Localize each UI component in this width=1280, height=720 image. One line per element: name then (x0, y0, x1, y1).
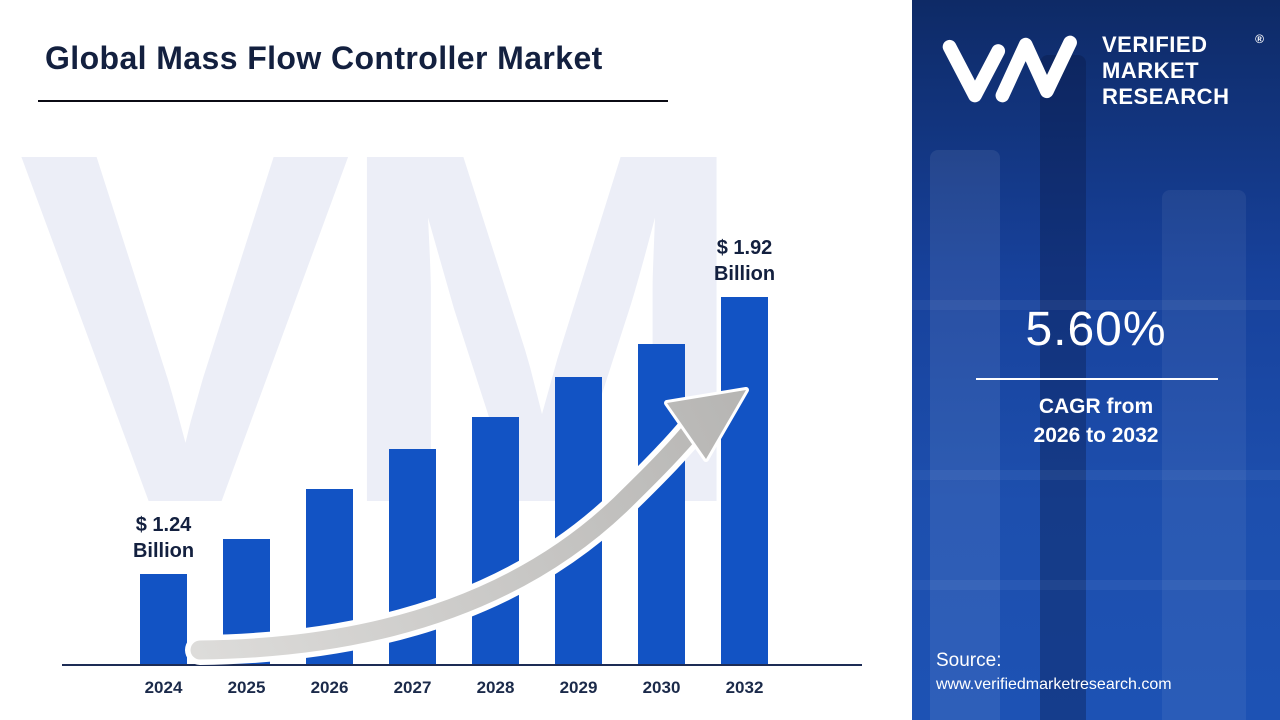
info-panel: VERIFIED MARKET RESEARCH ® 5.60% CAGR fr… (912, 0, 1280, 720)
industrial-pipe-graphic (912, 580, 1280, 590)
bar-2025 (223, 539, 270, 664)
bar-2026 (306, 489, 353, 664)
registered-trademark-symbol: ® (1255, 32, 1264, 46)
bar-column-2024: $ 1.24 Billion 2024 (133, 512, 194, 697)
bar-chart: $ 1.24 Billion 2024 2025 2026 2027 2028 2029 203… (133, 235, 775, 697)
page-title: Global Mass Flow Controller Market (45, 40, 603, 76)
bar-2028 (472, 417, 519, 664)
vmr-monogram-icon (942, 35, 1077, 103)
x-tick-label-2026: 2026 (310, 678, 349, 697)
x-tick-label-2029: 2029 (559, 678, 598, 697)
bar-2024 (140, 574, 187, 664)
bar-2030 (638, 344, 685, 664)
source-url[interactable]: www.verifiedmarketresearch.com (936, 676, 1172, 693)
bar-column-2025: 2025 (223, 539, 270, 697)
bar-column-2027: 2027 (389, 449, 436, 697)
x-tick-label-2025: 2025 (227, 678, 266, 697)
vmr-logo-text: VERIFIED MARKET RESEARCH (1102, 32, 1229, 110)
x-tick-label-2032: 2032 (725, 678, 764, 697)
x-tick-label-2028: 2028 (476, 678, 515, 697)
cagr-value: 5.60% (1025, 303, 1167, 356)
x-tick-label-2024: 2024 (144, 678, 183, 697)
cagr-caption-line-2: 2026 to 2032 (1033, 424, 1159, 448)
bar-value-label-2032: $ 1.92 Billion (713, 237, 776, 285)
bar-column-2026: 2026 (306, 489, 353, 697)
bar-column-2028: 2028 (472, 417, 519, 697)
bar-column-2029: 2029 (555, 377, 602, 697)
logo-line-3: RESEARCH (1102, 83, 1230, 109)
source-block: Source: www.verifiedmarketresearch.com (936, 650, 1172, 694)
industrial-pipe-graphic (912, 300, 1280, 310)
cagr-caption: CAGR from 2026 to 2032 (912, 392, 1280, 451)
cagr-divider (976, 378, 1218, 380)
industrial-pipe-graphic (912, 470, 1280, 480)
source-label: Source: (936, 650, 1002, 671)
bar-2027 (389, 449, 436, 664)
industrial-tower-graphic (1162, 190, 1246, 720)
logo-line-1: VERIFIED (1102, 32, 1208, 57)
x-axis-line (62, 664, 862, 666)
bar-column-2030: 2030 (638, 344, 685, 697)
title-underline (38, 100, 668, 102)
industrial-tower-graphic (1040, 55, 1086, 720)
chart-section: VM Global Mass Flow Controller Market $ … (18, 40, 862, 697)
x-tick-label-2030: 2030 (642, 678, 681, 697)
x-tick-label-2027: 2027 (393, 678, 432, 697)
bar-2032 (721, 297, 768, 664)
bar-column-2032: $ 1.92 Billion 2032 (714, 235, 775, 697)
bar-value-label-2024: $ 1.24 Billion (132, 514, 195, 562)
vmr-logo: VERIFIED MARKET RESEARCH ® (938, 32, 1264, 110)
cagr-caption-line-1: CAGR from (1038, 395, 1154, 418)
bar-2029 (555, 377, 602, 664)
logo-line-2: MARKET (1102, 57, 1200, 83)
industrial-tower-graphic (930, 150, 1000, 720)
